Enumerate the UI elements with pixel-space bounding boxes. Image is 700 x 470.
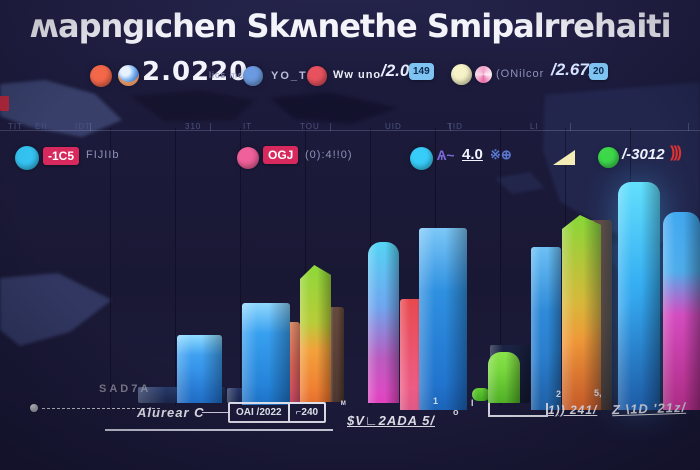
- gridline: [240, 128, 241, 406]
- tick-label: TID: [447, 122, 463, 131]
- bar-shading: [368, 242, 399, 403]
- axis-value-box: OAI /2022 ⌐240: [228, 402, 327, 423]
- swirl-icon: [475, 66, 492, 83]
- bar-shading: [562, 215, 601, 410]
- bar-green-small: [488, 352, 520, 403]
- tick-label: IT: [243, 122, 253, 131]
- bar-blue-3: [531, 247, 561, 410]
- legend-garbled-b: (0):4!!0): [305, 149, 353, 161]
- axis-tick-i: I: [471, 398, 474, 408]
- bar-shading: [242, 303, 290, 405]
- bar-blue-magenta: [663, 212, 700, 410]
- bar-shading: [488, 352, 520, 403]
- legend-badge-ogj: OGJ: [263, 146, 299, 164]
- bar-shading: [300, 265, 331, 402]
- legend-dot-cyan-2: [410, 147, 433, 170]
- legend-badge-149: 149: [409, 63, 434, 80]
- bar-shading: [663, 212, 700, 410]
- legend-label-ww: Ww uno: [333, 69, 382, 81]
- legend-dot-green: [598, 147, 619, 168]
- bar-shading: [531, 247, 561, 410]
- globe-icon: [118, 65, 139, 86]
- legend-dot-blue: [243, 66, 263, 86]
- x-label-2: $V∟2ADA 5/: [347, 413, 435, 428]
- axis-tick: [570, 123, 571, 131]
- legend-dot-pale-yellow: [451, 64, 472, 85]
- axis-tick-1: 1: [433, 396, 439, 406]
- triangle-icon: [553, 150, 575, 165]
- legend-icon-pre: Ѧ~: [437, 147, 455, 163]
- tick-label: LI: [530, 122, 539, 131]
- axis-connector: [202, 412, 228, 413]
- bar-cyan-magenta: [368, 242, 399, 403]
- bar-shading: [618, 182, 660, 410]
- legend-garbled-text: (ONilcor: [496, 68, 545, 80]
- x-label-1: Alurear C: [137, 405, 205, 420]
- bar-shading: [177, 335, 222, 403]
- bar-green-orange-2: [562, 215, 601, 410]
- bar-shading: [419, 228, 467, 410]
- legend-frac-1: /2.0: [381, 61, 410, 80]
- legend-value-3012: /-3012: [622, 146, 665, 163]
- axis-sup-1: ᴹ: [341, 399, 346, 409]
- tick-label: TOU: [300, 122, 320, 131]
- watermark-text: SAD7A: [99, 383, 152, 395]
- x-label-4: Z \1D '21z/: [611, 399, 687, 418]
- bar-brown-1: [329, 307, 344, 402]
- axis-bracket: [488, 403, 548, 417]
- tick-label: IDT: [75, 122, 91, 131]
- red-edge-marker: [0, 96, 9, 111]
- legend-dot-pink: [237, 147, 259, 169]
- bar-green-orange-1: [300, 265, 331, 402]
- axis-tick: [210, 123, 211, 131]
- legend-value-40: 4.0: [462, 146, 483, 163]
- signal-waves-icon: ))): [670, 144, 682, 161]
- page-title: ʍapngıchen Skʍnethe Smipalrrehaiti: [29, 7, 671, 45]
- legend-garbled-a: FIJIIb: [86, 149, 120, 161]
- axis-tick: [688, 123, 689, 131]
- tick-label: UID: [385, 122, 402, 131]
- legend-badge-1c5: -1C5: [43, 147, 80, 165]
- legend-dot-red: [307, 66, 327, 86]
- axis-start-dot: [30, 404, 38, 412]
- tick-label: EII: [35, 122, 48, 131]
- legend-small-text: lics mcr: [209, 70, 248, 80]
- axis-box-left: OAI /2022: [236, 407, 282, 418]
- legend-badge-20: 20: [589, 63, 609, 80]
- legend-frac-2: /2.67/: [551, 60, 594, 79]
- gridline: [175, 128, 176, 406]
- axis-sup-3: 5,: [594, 388, 602, 398]
- axis-box-right: ⌐240: [287, 404, 325, 421]
- tick-label: 310: [185, 122, 202, 131]
- bar-cyan-tall: [618, 182, 660, 410]
- bar-blue-2: [242, 303, 290, 405]
- bar-blue-1: [177, 335, 222, 403]
- gridline: [110, 128, 111, 406]
- x-label-3: 1)) 241/: [548, 403, 598, 417]
- axis-sup-2: 2: [556, 389, 562, 399]
- legend-dot-orange: [90, 65, 112, 87]
- legend-icon-post: ※⊕: [490, 147, 512, 162]
- axis-tick-o: o: [453, 407, 459, 417]
- axis-hairline: [0, 130, 700, 131]
- bar-shading: [329, 307, 344, 402]
- axis-underline: [105, 429, 333, 431]
- tick-label: TIT: [8, 122, 23, 131]
- legend-dot-cyan: [15, 146, 39, 170]
- axis-tick: [330, 123, 331, 131]
- bar-blue-tall-1: [419, 228, 467, 410]
